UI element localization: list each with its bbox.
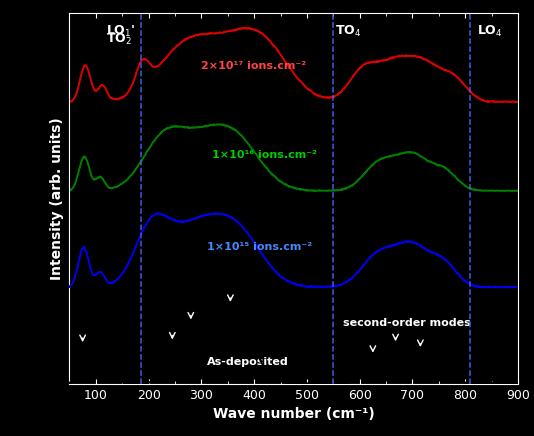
Text: TO$_2$: TO$_2$: [106, 32, 132, 48]
X-axis label: Wave number (cm⁻¹): Wave number (cm⁻¹): [213, 407, 374, 421]
Text: 1×10¹⁶ ions.cm⁻²: 1×10¹⁶ ions.cm⁻²: [212, 150, 317, 160]
Y-axis label: Intensity (arb. units): Intensity (arb. units): [50, 117, 64, 280]
Text: 1×10¹⁵ ions.cm⁻²: 1×10¹⁵ ions.cm⁻²: [207, 242, 312, 252]
Text: LO$_4$: LO$_4$: [477, 24, 502, 38]
Text: As-deposited: As-deposited: [207, 357, 288, 367]
Text: 2×10¹⁷ ions.cm⁻²: 2×10¹⁷ ions.cm⁻²: [201, 61, 307, 71]
Text: LO$_1$': LO$_1$': [106, 24, 136, 38]
Text: TO$_4$: TO$_4$: [335, 24, 362, 38]
Text: second-order modes: second-order modes: [343, 318, 470, 328]
